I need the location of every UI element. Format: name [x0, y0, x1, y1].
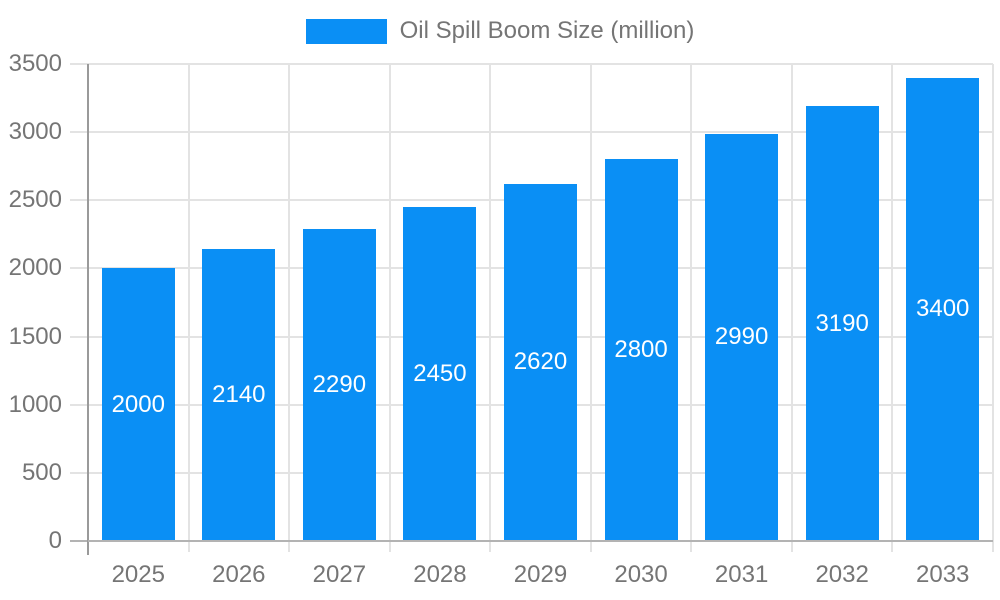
y-axis-tick: [70, 63, 88, 65]
gridline-vertical: [589, 64, 592, 552]
y-axis-line: [87, 64, 89, 555]
bar-value-label: 2290: [312, 370, 367, 398]
bar-2031[interactable]: 2990: [705, 133, 779, 541]
y-axis-tick-label: 0: [48, 527, 62, 554]
bar-value-label: 3190: [815, 309, 869, 337]
y-axis-tick: [70, 267, 88, 270]
bar-value-label: 3400: [916, 295, 970, 323]
gridline-vertical: [992, 64, 994, 552]
legend[interactable]: Oil Spill Boom Size (million): [0, 17, 1000, 45]
x-axis-label: 2032: [815, 561, 869, 588]
bar-value-label: 2990: [714, 323, 769, 351]
y-axis-tick-label: 2000: [8, 254, 62, 282]
bar-value-label: 2620: [513, 348, 568, 376]
legend-label: Oil Spill Boom Size (million): [399, 17, 695, 44]
x-axis-label: 2027: [312, 561, 367, 588]
y-axis-tick: [70, 131, 88, 134]
bar-2025[interactable]: 2000: [101, 268, 175, 541]
x-axis-label: 2025: [111, 561, 165, 588]
bar-2029[interactable]: 2620: [504, 183, 577, 541]
y-axis-tick-label: 1000: [8, 390, 62, 418]
y-axis-tick: [70, 540, 88, 542]
bar-2028[interactable]: 2450: [403, 207, 477, 541]
x-axis-label: 2026: [212, 561, 266, 588]
bar-2033[interactable]: 3400: [906, 77, 980, 541]
bar-2032[interactable]: 3190: [805, 106, 879, 541]
bar-value-label: 2000: [111, 390, 165, 418]
x-axis-label: 2031: [714, 561, 769, 588]
x-axis-label: 2028: [413, 561, 467, 588]
gridline-vertical: [891, 64, 894, 552]
x-axis-label: 2033: [916, 561, 970, 588]
gridline-vertical: [790, 64, 793, 552]
y-axis-tick-label: 2500: [8, 186, 62, 214]
bar-2030[interactable]: 2800: [604, 159, 678, 541]
y-axis-tick: [70, 335, 88, 338]
gridline-horizontal: [88, 63, 993, 65]
x-axis-label: 2029: [513, 561, 568, 588]
bar-2027[interactable]: 2290: [302, 228, 376, 541]
plot-area: 0 500 1000 1500 2000 2500 3000 3500 2000 2025 2140…: [9, 50, 994, 588]
legend-swatch: [305, 18, 387, 44]
y-axis-tick-label: 3500: [8, 50, 62, 77]
gridline-horizontal: [88, 131, 993, 134]
bar-value-label: 2140: [212, 381, 266, 409]
gridline-vertical: [690, 64, 693, 552]
y-axis-tick-label: 500: [21, 458, 62, 486]
gridline-vertical: [187, 64, 190, 552]
x-axis-baseline: [88, 540, 993, 542]
bar-value-label: 2800: [614, 336, 668, 364]
y-axis-tick: [70, 403, 88, 406]
y-axis-tick-label: 3000: [8, 118, 62, 146]
gridline-vertical: [489, 64, 492, 552]
gridline-vertical: [388, 64, 391, 552]
bar-value-label: 2450: [413, 360, 467, 388]
y-axis-tick: [70, 471, 88, 474]
x-axis-label: 2030: [614, 561, 668, 588]
bar-2026[interactable]: 2140: [202, 249, 276, 541]
y-axis-tick: [70, 199, 88, 202]
y-axis-tick-label: 1500: [8, 322, 62, 350]
gridline-vertical: [288, 64, 291, 552]
